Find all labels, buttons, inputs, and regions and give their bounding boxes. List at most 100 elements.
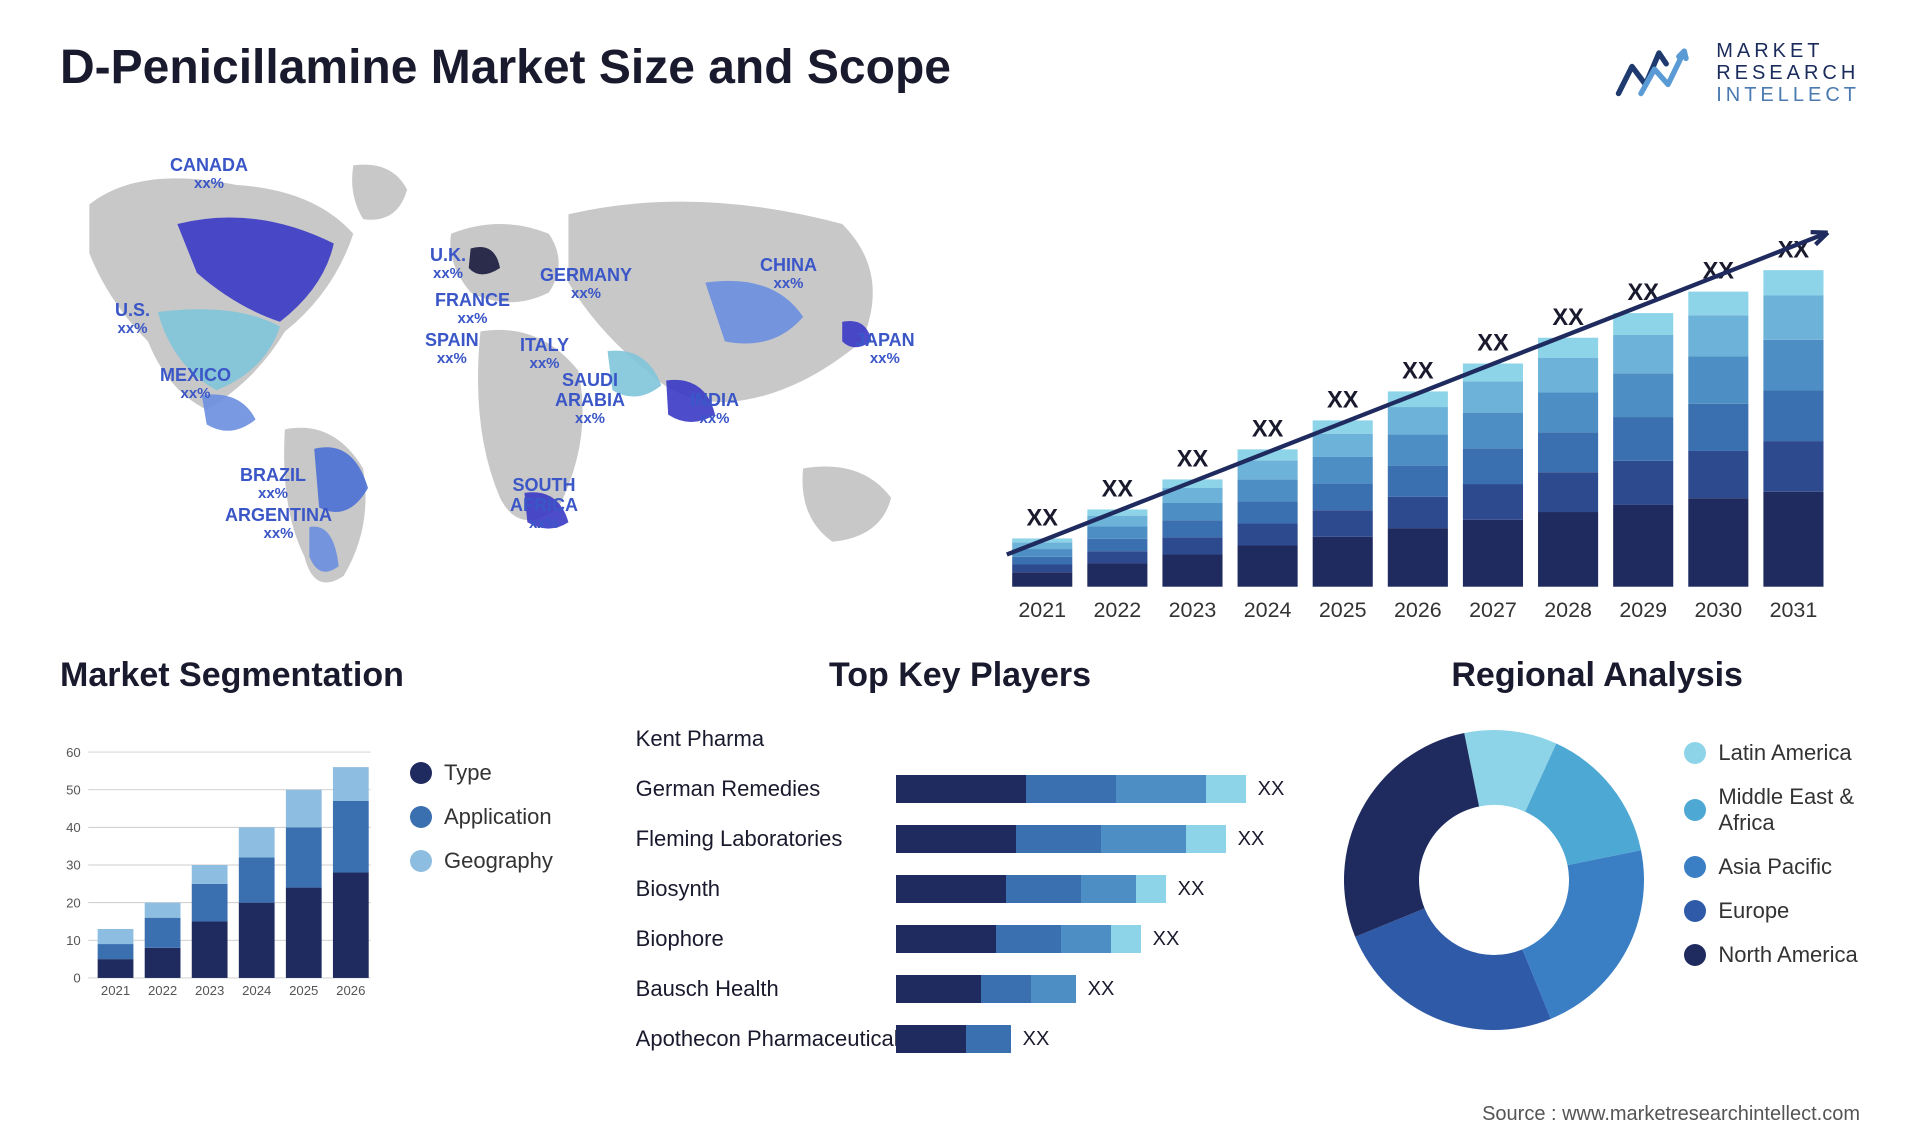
- svg-text:XX: XX: [1102, 477, 1134, 503]
- brand-logo: MARKET RESEARCH INTELLECT: [1614, 40, 1860, 106]
- legend-item: Europe: [1684, 898, 1860, 924]
- player-row: Biosynth XX: [636, 870, 1285, 908]
- svg-text:2026: 2026: [1394, 598, 1442, 622]
- svg-text:40: 40: [66, 820, 81, 835]
- svg-text:XX: XX: [1177, 447, 1209, 473]
- player-value: XX: [1178, 878, 1205, 901]
- country-label: SOUTHAFRICAxx%: [510, 476, 578, 532]
- svg-text:2022: 2022: [1093, 598, 1141, 622]
- svg-text:2023: 2023: [195, 983, 224, 998]
- page-title: D-Penicillamine Market Size and Scope: [60, 40, 951, 95]
- player-value: XX: [1258, 778, 1285, 801]
- player-bar: XX: [896, 1025, 1285, 1053]
- player-value: XX: [1238, 828, 1265, 851]
- country-label: U.S.xx%: [115, 301, 150, 337]
- segmentation-title: Market Segmentation: [60, 656, 586, 695]
- player-row: Fleming Laboratories XX: [636, 820, 1285, 858]
- svg-text:2021: 2021: [1018, 598, 1066, 622]
- forecast-chart: XX2021XX2022XX2023XX2024XX2025XX2026XX20…: [980, 136, 1860, 616]
- country-label: CHINAxx%: [760, 256, 817, 292]
- svg-text:2028: 2028: [1544, 598, 1592, 622]
- country-label: GERMANYxx%: [540, 266, 632, 302]
- player-value: XX: [1023, 1028, 1050, 1051]
- source-text: Source : www.marketresearchintellect.com: [1482, 1103, 1860, 1126]
- svg-text:2022: 2022: [148, 983, 177, 998]
- country-label: SAUDIARABIAxx%: [555, 371, 625, 427]
- svg-text:2023: 2023: [1169, 598, 1217, 622]
- legend-swatch: [410, 762, 432, 784]
- svg-text:2030: 2030: [1694, 598, 1742, 622]
- legend-label: Application: [444, 804, 552, 830]
- legend-swatch: [410, 850, 432, 872]
- legend-item: Geography: [410, 848, 586, 874]
- legend-label: Latin America: [1718, 740, 1851, 766]
- player-bar: XX: [896, 775, 1285, 803]
- svg-text:2029: 2029: [1619, 598, 1667, 622]
- svg-text:XX: XX: [1327, 388, 1359, 414]
- legend-item: Latin America: [1684, 740, 1860, 766]
- player-name: Bausch Health: [636, 976, 896, 1002]
- player-bar: XX: [896, 975, 1285, 1003]
- svg-text:XX: XX: [1026, 506, 1058, 532]
- country-label: FRANCExx%: [435, 291, 510, 327]
- player-name: Kent Pharma: [636, 726, 896, 752]
- player-row: Biophore XX: [636, 920, 1285, 958]
- player-row: Kent Pharma: [636, 720, 1285, 758]
- legend-swatch: [1684, 856, 1706, 878]
- player-bar: XX: [896, 925, 1285, 953]
- legend-item: North America: [1684, 942, 1860, 968]
- legend-swatch: [1684, 900, 1706, 922]
- player-row: German Remedies XX: [636, 770, 1285, 808]
- svg-text:2024: 2024: [242, 983, 271, 998]
- player-name: German Remedies: [636, 776, 896, 802]
- legend-item: Application: [410, 804, 586, 830]
- country-label: U.K.xx%: [430, 246, 466, 282]
- svg-text:2024: 2024: [1244, 598, 1292, 622]
- legend-swatch: [1684, 799, 1706, 821]
- svg-text:XX: XX: [1552, 305, 1584, 331]
- player-bar: [896, 725, 1285, 753]
- legend-label: Europe: [1718, 898, 1789, 924]
- logo-line2: RESEARCH: [1716, 62, 1860, 84]
- legend-label: Type: [444, 760, 492, 786]
- country-label: BRAZILxx%: [240, 466, 306, 502]
- svg-text:30: 30: [66, 858, 81, 873]
- player-value: XX: [1153, 928, 1180, 951]
- player-name: Biophore: [636, 926, 896, 952]
- player-row: Apothecon PharmaceuticalsXX: [636, 1020, 1285, 1058]
- country-label: MEXICOxx%: [160, 366, 231, 402]
- player-bar: XX: [896, 825, 1285, 853]
- country-label: INDIAxx%: [690, 391, 739, 427]
- players-title: Top Key Players: [636, 656, 1285, 695]
- header: D-Penicillamine Market Size and Scope MA…: [60, 40, 1860, 106]
- svg-text:50: 50: [66, 782, 81, 797]
- svg-text:2021: 2021: [101, 983, 130, 998]
- player-name: Fleming Laboratories: [636, 826, 896, 852]
- svg-text:60: 60: [66, 745, 81, 760]
- legend-swatch: [1684, 742, 1706, 764]
- players-panel: Top Key Players Kent Pharma German Remedi…: [636, 656, 1285, 1070]
- segmentation-panel: Market Segmentation 01020304050602021202…: [60, 656, 586, 1070]
- legend-item: Type: [410, 760, 586, 786]
- svg-text:0: 0: [73, 971, 80, 986]
- svg-text:XX: XX: [1477, 331, 1509, 357]
- svg-text:XX: XX: [1402, 359, 1434, 385]
- world-map: CANADAxx%U.S.xx%MEXICOxx%BRAZILxx%ARGENT…: [60, 136, 940, 616]
- legend-item: Middle East & Africa: [1684, 784, 1860, 836]
- player-row: Bausch Health XX: [636, 970, 1285, 1008]
- legend-label: Middle East & Africa: [1718, 784, 1860, 836]
- legend-label: Geography: [444, 848, 553, 874]
- legend-label: Asia Pacific: [1718, 854, 1832, 880]
- svg-text:2027: 2027: [1469, 598, 1517, 622]
- svg-text:XX: XX: [1252, 416, 1284, 442]
- legend-label: North America: [1718, 942, 1857, 968]
- player-value: XX: [1088, 978, 1115, 1001]
- svg-text:2031: 2031: [1770, 598, 1818, 622]
- svg-text:2026: 2026: [336, 983, 365, 998]
- country-label: ARGENTINAxx%: [225, 506, 332, 542]
- player-name: Biosynth: [636, 876, 896, 902]
- svg-text:2025: 2025: [1319, 598, 1367, 622]
- country-label: ITALYxx%: [520, 336, 569, 372]
- svg-text:2025: 2025: [289, 983, 318, 998]
- legend-item: Asia Pacific: [1684, 854, 1860, 880]
